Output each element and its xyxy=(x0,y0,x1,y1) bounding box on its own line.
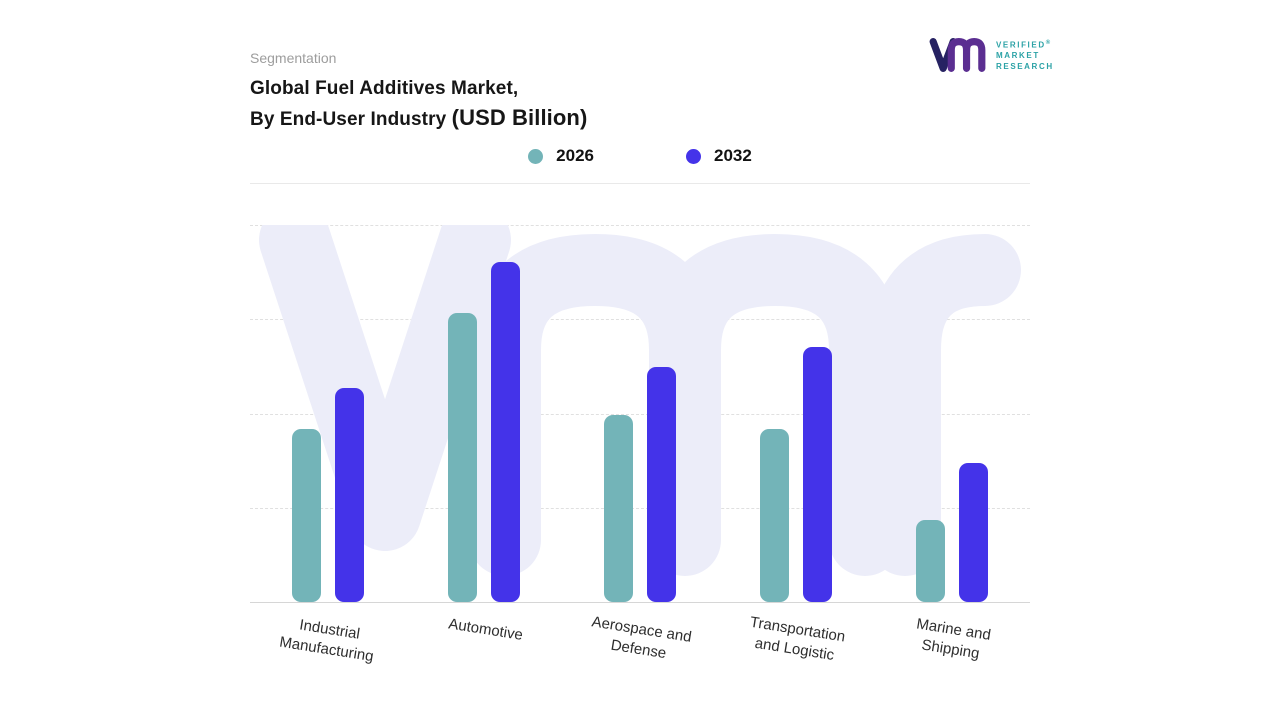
category-label: Transportation and Logistic xyxy=(748,613,847,665)
bar-group xyxy=(406,225,562,602)
gridline xyxy=(250,414,1030,415)
bar-group xyxy=(874,225,1030,602)
category-label: Automotive xyxy=(447,615,525,644)
bar-2026 xyxy=(448,313,477,602)
vmr-logo-icon xyxy=(929,38,986,72)
bar-2032 xyxy=(335,388,364,602)
plot-area xyxy=(250,225,1030,602)
bar-group xyxy=(250,225,406,602)
chart-legend: 2026 2032 xyxy=(250,146,1030,166)
bar-2026 xyxy=(292,429,321,602)
gridline xyxy=(250,319,1030,320)
chart-title-line2: By End-User Industry xyxy=(250,109,447,130)
category-label: Industrial Manufacturing xyxy=(278,616,375,666)
bar-chart xyxy=(250,225,1030,603)
bar-group xyxy=(562,225,718,602)
legend-item-2026: 2026 xyxy=(528,146,594,166)
legend-swatch-icon xyxy=(686,148,701,164)
category-axis: Industrial Manufacturing Automotive Aerospa… xyxy=(250,613,1030,665)
bar-group xyxy=(718,225,874,602)
brand-line-research: RESEARCH xyxy=(996,62,1054,72)
brand-line-market: MARKET xyxy=(996,51,1040,61)
category-label: Marine and Shipping xyxy=(915,615,993,663)
bar-2026 xyxy=(604,415,633,602)
legend-item-2032: 2032 xyxy=(686,146,752,166)
vmr-logo: VERIFIED® MARKET RESEARCH xyxy=(928,34,1054,76)
header-separator xyxy=(250,183,1030,184)
legend-label: 2032 xyxy=(714,146,752,165)
category-label: Aerospace and Defense xyxy=(590,613,693,663)
bar-2032 xyxy=(491,262,520,602)
bar-2026 xyxy=(916,520,945,602)
vmr-logo-text: VERIFIED® MARKET RESEARCH xyxy=(996,38,1054,73)
brand-line-verified: VERIFIED® xyxy=(996,39,1051,50)
chart-title: Global Fuel Additives Market, By End-Use… xyxy=(250,74,587,134)
registered-mark: ® xyxy=(1045,39,1051,46)
bar-2026 xyxy=(760,429,789,602)
legend-label: 2026 xyxy=(556,146,594,165)
gridline xyxy=(250,225,1030,226)
chart-title-unit: (USD Billion) xyxy=(451,105,588,130)
gridline xyxy=(250,508,1030,509)
bar-2032 xyxy=(959,463,988,602)
bar-2032 xyxy=(803,347,832,602)
bar-2032 xyxy=(647,367,676,602)
chart-title-line1: Global Fuel Additives Market, xyxy=(250,78,519,99)
legend-swatch-icon xyxy=(528,148,544,164)
eyebrow-label: Segmentation xyxy=(250,50,337,66)
